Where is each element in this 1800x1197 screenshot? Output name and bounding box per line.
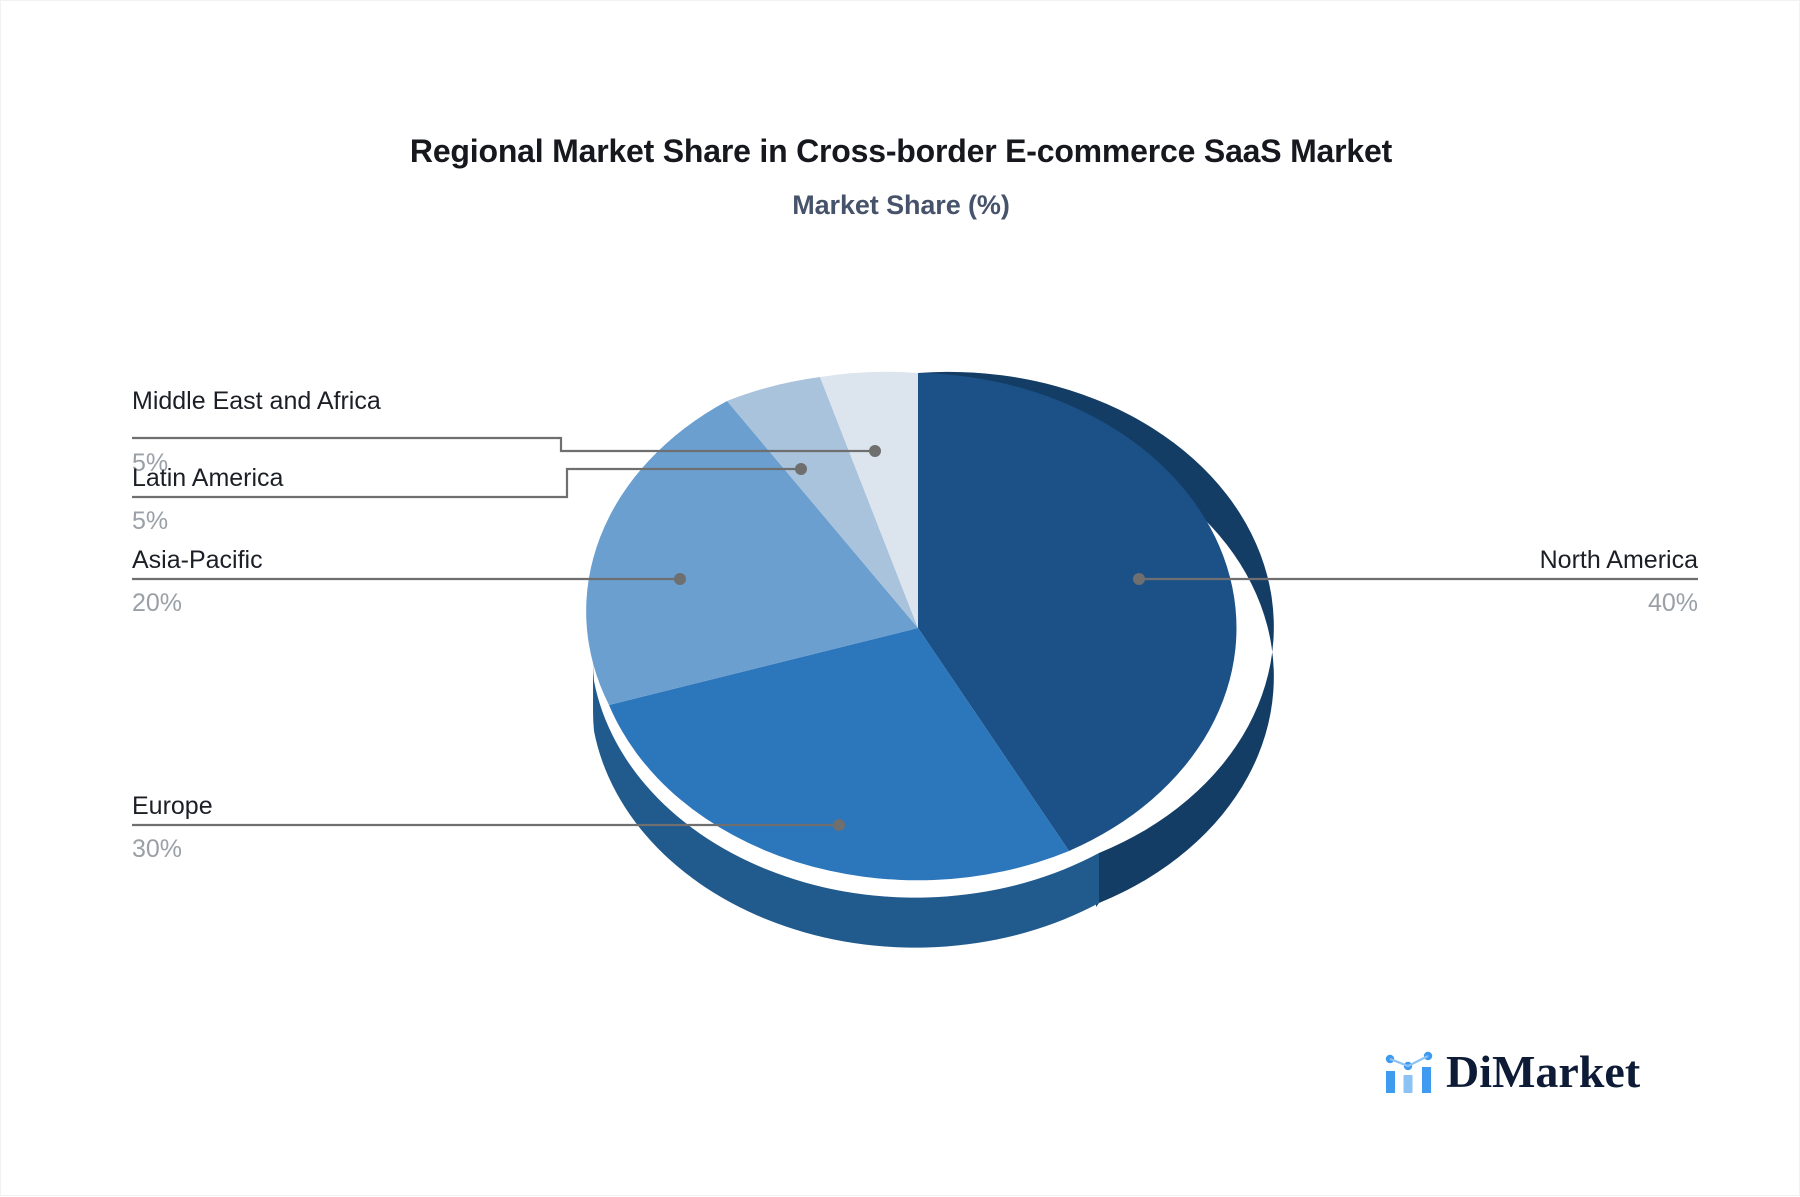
label-middle-east-africa-value: 5% [132,449,169,477]
bar-chart-dots-icon [1385,1051,1433,1093]
leader-dot-middle-east-africa [869,445,881,457]
label-europe-name: Europe [132,792,213,820]
label-middle-east-africa-name: Middle East and Africa [132,387,381,415]
brand-name: DiMarket [1446,1046,1641,1097]
label-europe-value: 30% [132,835,183,863]
leader-dot-latin-america [795,463,807,475]
label-north-america-value: 40% [1647,589,1698,617]
leader-dot-north-america [1133,573,1145,585]
chart-subtitle: Market Share (%) [792,190,1010,220]
leader-line-latin-america [132,467,801,499]
pie-3d-depth [593,371,1274,948]
page-title: Regional Market Share in Cross-border E-… [409,133,1393,169]
label-north-america-name: North America [1539,546,1698,574]
pie-top-faces [586,371,1237,881]
leader-line-middle-east-africa [132,436,875,453]
label-asia-pacific-name: Asia-Pacific [132,546,263,574]
slice-latin-america [727,377,918,628]
slice-side-europe [594,681,1099,948]
label-latin-america-value: 5% [132,507,169,535]
label-asia-pacific-value: 20% [132,589,183,617]
brand-logo: DiMarket [1384,1049,1640,1095]
leader-lines [132,436,1698,831]
leader-dot-europe [833,819,845,831]
slice-side-asia-pacific [593,661,594,731]
slice-asia-pacific [586,401,918,705]
slice-europe [609,628,1069,881]
leader-dot-asia-pacific [674,573,686,585]
label-latin-america-name: Latin America [132,464,284,492]
slice-north-america [918,373,1237,851]
slice-middle-east-africa [820,371,918,628]
